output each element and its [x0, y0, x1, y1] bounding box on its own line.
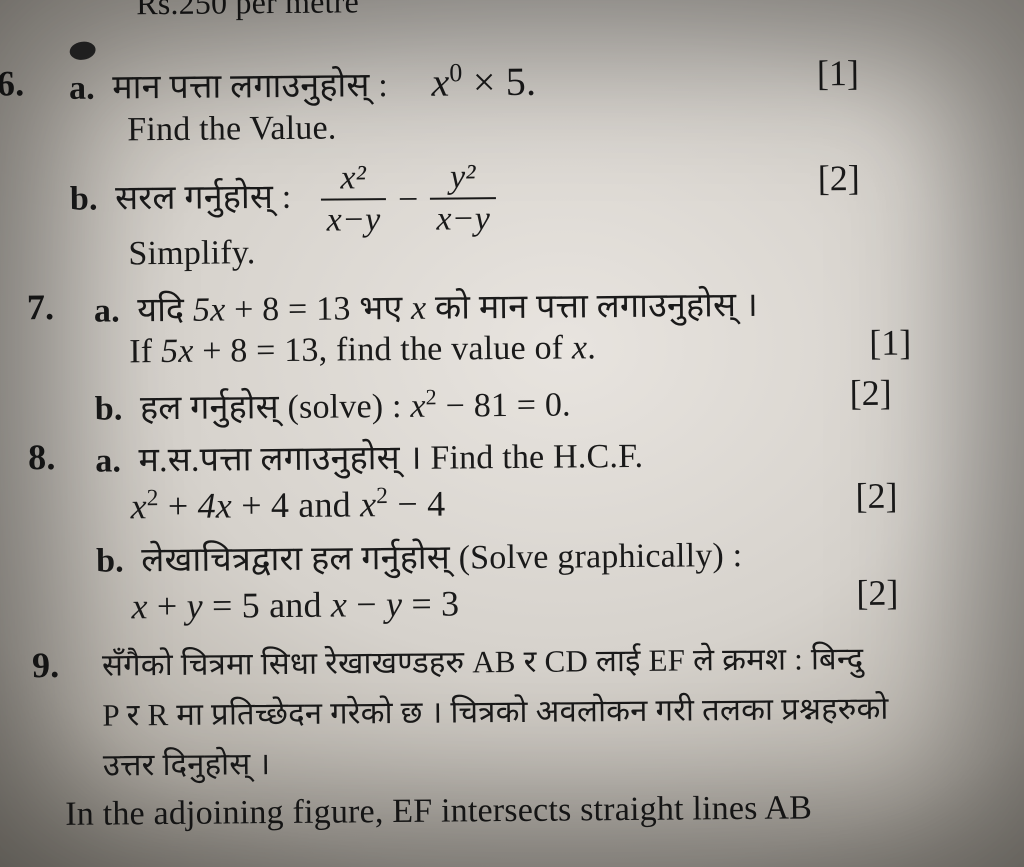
top-fragment: Rs.250 per metre — [136, 0, 359, 22]
q9-np1: सँगैको चित्रमा सिधा रेखाखण्डहरु AB र CD … — [102, 637, 864, 686]
q7a-en: If 5x + 8 = 13, find the value of x. — [129, 329, 596, 371]
q7b: b. हल गर्नुहोस् (solve) : x2 − 81 = 0. — [95, 379, 571, 429]
q9-en: In the adjoining figure, EF intersects s… — [65, 789, 812, 834]
q6a-np: मान पत्ता लगाउनुहोस् : — [112, 67, 388, 106]
q9-number: 9. — [32, 644, 60, 686]
q8a-marks: [2] — [855, 475, 897, 517]
exam-page: Rs.250 per metre 6. a. मान पत्ता लगाउनुह… — [0, 0, 1024, 867]
q6b-en: Simplify. — [128, 234, 255, 273]
q8a-l2: x2 + 4x + 4 and x2 − 4 — [130, 483, 445, 528]
q7a-np: a. यदि 5x + 8 = 13 भए x को मान पत्ता लगा… — [94, 280, 759, 332]
ink-blot-icon — [68, 40, 96, 62]
q7a-marks: [1] — [869, 322, 911, 364]
q8a-l1: a. म.स.पत्ता लगाउनुहोस् । Find the H.C.F… — [95, 431, 643, 482]
q7b-marks: [2] — [849, 372, 891, 414]
q8b-l2: x + y = 5 and x − y = 3 — [131, 582, 459, 627]
q9-np3: उत्तर दिनुहोस् । — [103, 742, 271, 785]
q6a-line: a. मान पत्ता लगाउनुहोस् : x0 × 5. — [69, 58, 537, 109]
q8-number: 8. — [28, 436, 56, 478]
q8b-l1: b. लेखाचित्रद्वारा हल गर्नुहोस् (Solve g… — [96, 530, 743, 582]
q6a-marks: [1] — [817, 52, 859, 94]
q6b-marks: [2] — [818, 157, 860, 199]
q9-np2: P र R मा प्रतिच्छेदन गरेको छ । चित्रको अ… — [102, 687, 888, 736]
q6b-line: b. सरल गर्नुहोस् : x² x−y − y² x−y — [70, 160, 500, 240]
q6a-en: Find the Value. — [127, 110, 337, 150]
q7-number: 7. — [27, 286, 55, 328]
q6-number: 6. — [0, 62, 25, 104]
q8b-marks: [2] — [856, 572, 898, 614]
q6b-np: सरल गर्नुहोस् : — [115, 179, 292, 218]
